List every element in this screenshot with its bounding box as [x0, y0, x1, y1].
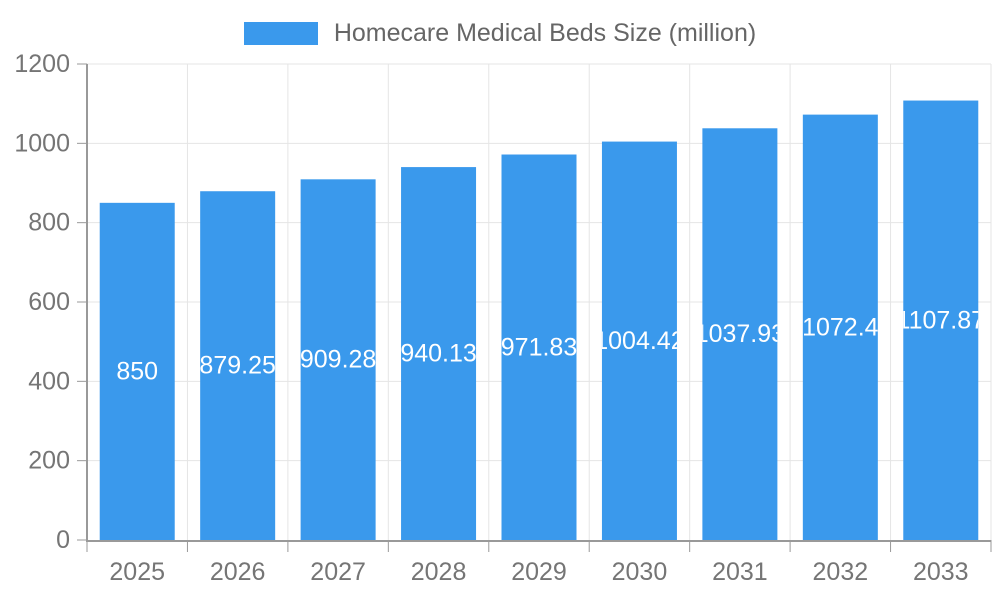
bar-value-label: 1037.93 — [695, 320, 785, 348]
y-tick-label: 1200 — [14, 50, 70, 78]
x-tick-label: 2027 — [310, 558, 366, 586]
x-tick-label: 2031 — [712, 558, 768, 586]
bar-value-label: 879.25 — [199, 352, 275, 380]
bar-value-label: 1004.42 — [594, 327, 684, 355]
bar-value-label: 1072.4 — [802, 313, 879, 341]
bar-value-label: 1107.87 — [897, 306, 986, 334]
bar-value-label: 940.13 — [400, 340, 476, 368]
bar[interactable] — [300, 179, 376, 540]
bar[interactable] — [903, 100, 979, 541]
x-tick-label: 2026 — [210, 558, 266, 586]
y-tick-label: 0 — [56, 526, 70, 554]
bar-value-label: 909.28 — [300, 346, 376, 374]
x-tick-label: 2030 — [612, 558, 668, 586]
bar[interactable] — [501, 154, 577, 540]
legend-item[interactable]: Homecare Medical Beds Size (million) — [0, 19, 1000, 48]
y-tick-label: 800 — [28, 209, 70, 237]
y-tick-label: 600 — [28, 288, 70, 316]
y-tick-label: 400 — [28, 367, 70, 395]
x-tick-label: 2025 — [109, 558, 165, 586]
bar-value-label: 971.83 — [501, 333, 577, 361]
bar[interactable] — [99, 202, 175, 541]
bar-value-label: 850 — [116, 357, 158, 385]
bar[interactable] — [200, 191, 276, 540]
bar[interactable] — [601, 141, 677, 540]
x-tick-label: 2032 — [813, 558, 869, 586]
bar[interactable] — [802, 114, 878, 540]
y-tick-label: 1000 — [14, 129, 70, 157]
legend-swatch-icon — [243, 22, 318, 46]
legend-label: Homecare Medical Beds Size (million) — [333, 19, 757, 47]
x-tick-label: 2029 — [511, 558, 567, 586]
y-tick-label: 200 — [28, 447, 70, 475]
x-tick-label: 2033 — [913, 558, 969, 586]
x-tick-label: 2028 — [411, 558, 467, 586]
bar[interactable] — [702, 128, 778, 540]
bar[interactable] — [401, 167, 477, 540]
